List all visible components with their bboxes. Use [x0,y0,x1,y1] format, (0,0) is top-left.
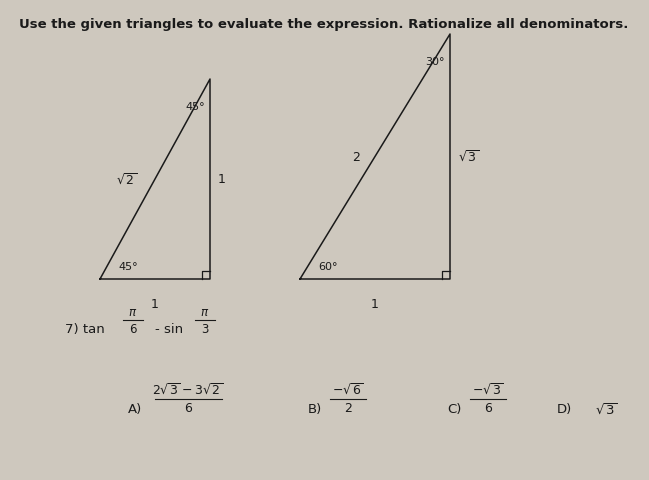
Text: $-\sqrt{6}$: $-\sqrt{6}$ [332,382,363,397]
Text: Use the given triangles to evaluate the expression. Rationalize all denominators: Use the given triangles to evaluate the … [19,18,629,31]
Text: C): C) [448,403,462,416]
Text: $\sqrt{3}$: $\sqrt{3}$ [595,402,617,417]
Text: 7) tan: 7) tan [65,323,104,336]
Text: 3: 3 [201,323,209,336]
Text: $\sqrt{2}$: $\sqrt{2}$ [116,172,137,187]
Text: $\sqrt{3}$: $\sqrt{3}$ [458,150,479,165]
Text: $-\sqrt{3}$: $-\sqrt{3}$ [472,382,504,397]
Text: 2: 2 [344,401,352,414]
Text: 1: 1 [371,298,379,311]
Text: 1: 1 [151,298,159,311]
Text: D): D) [557,403,572,416]
Text: 45°: 45° [186,102,205,112]
Text: $\pi$: $\pi$ [129,305,138,318]
Text: 6: 6 [129,323,137,336]
Text: 1: 1 [218,173,226,186]
Text: 60°: 60° [318,262,337,271]
Text: 2: 2 [352,151,360,164]
Text: - sin: - sin [155,323,183,336]
Text: $2\sqrt{3}-3\sqrt{2}$: $2\sqrt{3}-3\sqrt{2}$ [153,382,224,397]
Text: 30°: 30° [426,57,445,67]
Text: $\pi$: $\pi$ [201,305,210,318]
Text: 6: 6 [184,401,192,414]
Text: 6: 6 [484,401,492,414]
Text: B): B) [308,403,322,416]
Text: A): A) [128,403,142,416]
Text: 45°: 45° [118,262,138,271]
